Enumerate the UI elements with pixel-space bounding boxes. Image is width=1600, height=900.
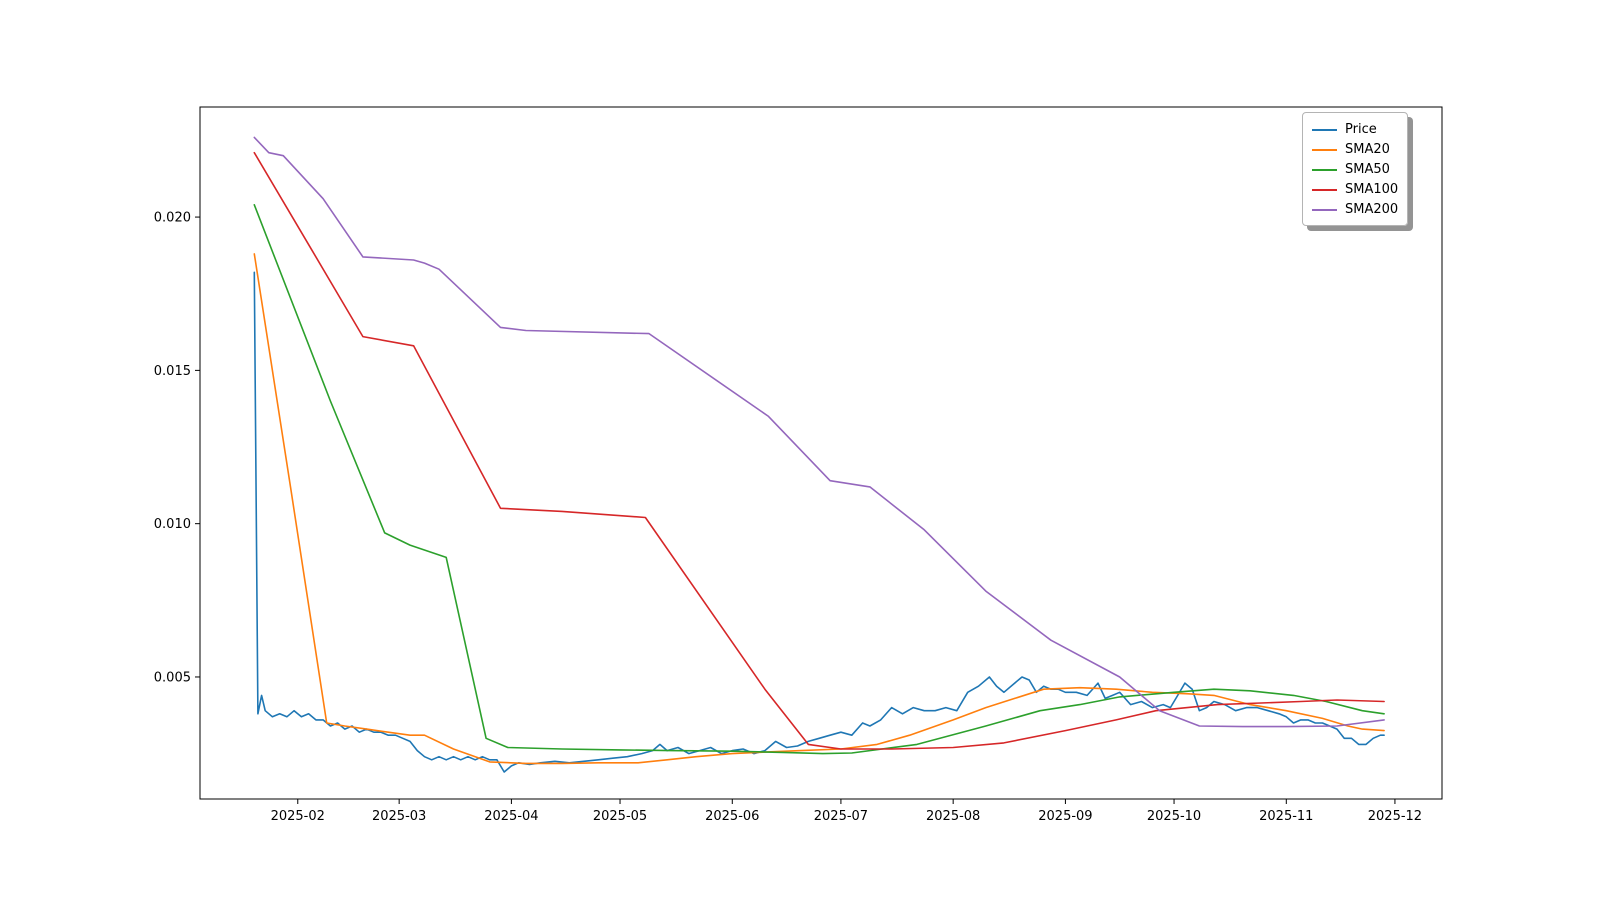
- legend-label: SMA20: [1345, 142, 1390, 157]
- y-axis-tick-label: 0.005: [154, 670, 191, 685]
- legend-swatch-sma200: [1312, 208, 1337, 211]
- x-axis-tick-label: 2025-11: [1259, 809, 1313, 824]
- series-line-sma100: [253, 151, 1385, 750]
- x-axis-tick-label: 2025-02: [271, 809, 325, 824]
- x-axis-tick-label: 2025-06: [705, 809, 759, 824]
- legend-label: SMA100: [1345, 182, 1399, 197]
- legend-item-sma50: SMA50: [1312, 160, 1398, 179]
- legend-item-sma100: SMA100: [1312, 180, 1398, 199]
- y-axis-tick-label: 0.010: [154, 517, 191, 532]
- legend-label: SMA200: [1345, 202, 1399, 217]
- series-line-price: [253, 271, 1385, 773]
- x-axis-tick-label: 2025-12: [1368, 809, 1422, 824]
- x-axis-tick-label: 2025-10: [1147, 809, 1201, 824]
- legend-label: Price: [1345, 122, 1377, 137]
- x-axis-tick-label: 2025-03: [372, 809, 426, 824]
- legend-item-sma20: SMA20: [1312, 140, 1398, 159]
- y-axis-tick-label: 0.015: [154, 364, 191, 379]
- legend-swatch-price: [1312, 128, 1337, 131]
- x-axis-tick-label: 2025-05: [593, 809, 647, 824]
- x-axis-tick-label: 2025-04: [484, 809, 538, 824]
- series-line-sma50: [253, 204, 1385, 755]
- x-axis-tick-label: 2025-09: [1038, 809, 1092, 824]
- legend-item-sma200: SMA200: [1312, 200, 1398, 219]
- x-axis-tick-label: 2025-07: [814, 809, 868, 824]
- y-axis-tick-label: 0.020: [154, 211, 191, 226]
- plot-area-border: [199, 106, 1443, 800]
- x-axis-tick-label: 2025-08: [926, 809, 980, 824]
- legend-swatch-sma100: [1312, 188, 1337, 191]
- series-line-sma20: [253, 253, 1385, 765]
- legend-swatch-sma20: [1312, 148, 1337, 151]
- legend: Price SMA20 SMA50 SMA100 SMA200: [1302, 112, 1408, 226]
- legend-item-price: Price: [1312, 120, 1398, 139]
- series-line-sma200: [253, 136, 1385, 728]
- legend-swatch-sma50: [1312, 168, 1337, 171]
- legend-label: SMA50: [1345, 162, 1390, 177]
